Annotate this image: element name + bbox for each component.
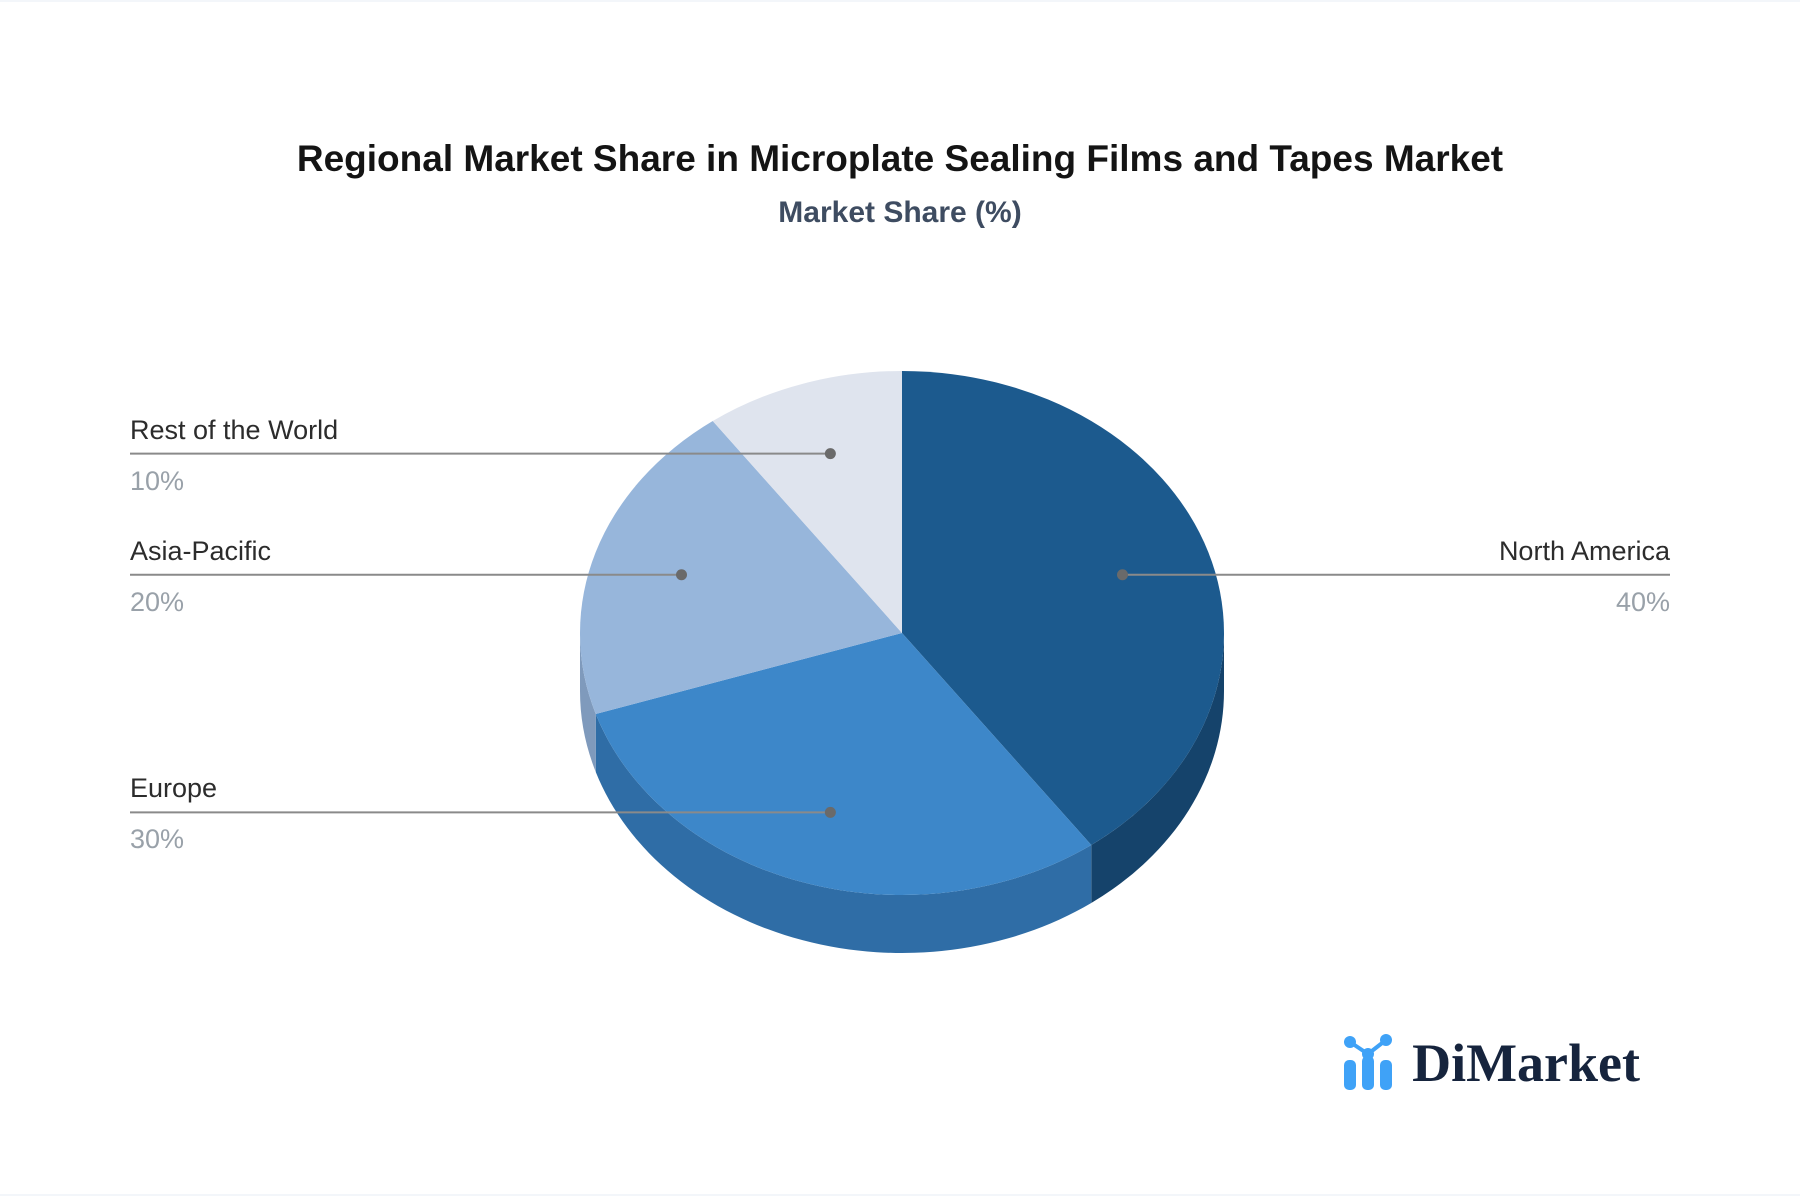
pie-slice-side-europe: [595, 713, 1092, 954]
bottom-edge-line: [0, 1194, 1800, 1196]
callout-value: 10%: [130, 465, 185, 496]
leader-dot-europe: [824, 806, 836, 818]
callout-value: 40%: [1615, 586, 1670, 617]
callout-value: 30%: [130, 824, 185, 855]
pie-slice-north-america[interactable]: [902, 371, 1224, 845]
callout-label: Rest of the World: [130, 414, 339, 445]
leader-dot-north-america: [1116, 569, 1128, 581]
pie-slice-europe[interactable]: [595, 633, 1092, 895]
leader-dot-asia-pacific: [676, 569, 688, 581]
chart-title: Regional Market Share in Microplate Seal…: [296, 138, 1504, 179]
callout-label: Europe: [130, 773, 218, 804]
leader-dot-rest-of-the-world: [824, 448, 836, 460]
pie-slice-asia-pacific[interactable]: [580, 421, 902, 714]
pie-slice-rest-of-the-world[interactable]: [712, 371, 902, 633]
pie-slice-side-asia-pacific: [580, 633, 596, 772]
callout-value: 20%: [130, 586, 185, 617]
chart-subtitle: Market Share (%): [778, 196, 1022, 229]
dimarket-logo: DiMarket: [1340, 1028, 1640, 1092]
pie-slice-side-north-america: [1091, 633, 1224, 903]
dimarket-logo-icon: [1344, 1034, 1393, 1090]
top-edge-line: [0, 0, 1800, 2]
dimarket-logo-text: DiMarket: [1412, 1033, 1640, 1093]
callout-label: Asia-Pacific: [130, 535, 272, 566]
callout-label: North America: [1498, 535, 1670, 566]
